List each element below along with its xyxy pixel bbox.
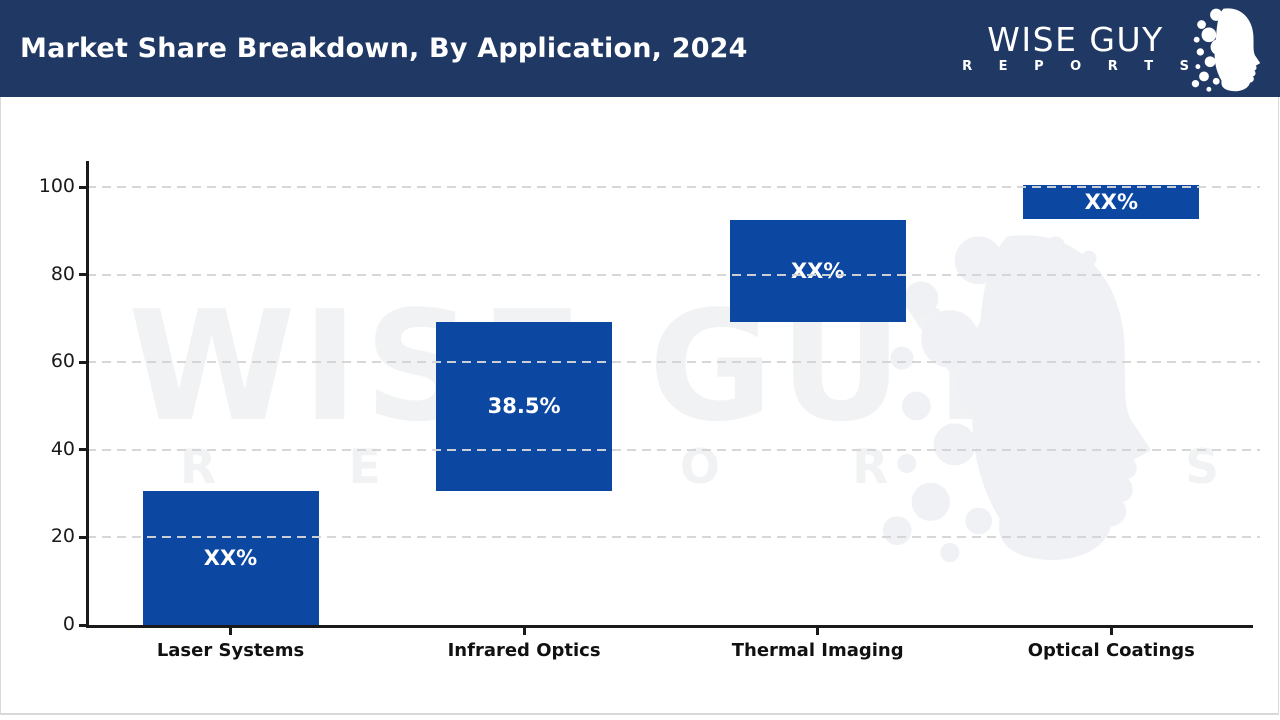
y-axis-tick-label: 20 [50, 525, 75, 548]
y-axis-line [86, 160, 89, 627]
gridline [87, 273, 1260, 276]
bar-optical-coatings: XX% [1023, 184, 1200, 220]
wise-guy-reports-logo: WISE GUY R E P O R T S [951, 5, 1268, 93]
y-axis-tick [79, 448, 87, 452]
header-bar: Market Share Breakdown, By Application, … [0, 0, 1280, 97]
x-axis-category-label: Infrared Optics [447, 640, 601, 661]
y-axis-tick [79, 535, 87, 539]
chart-area-frame [0, 97, 1279, 715]
bar-value-label: XX% [203, 545, 258, 570]
gridline [87, 448, 1260, 451]
x-axis-tick [816, 627, 820, 635]
bar-value-label: XX% [790, 258, 845, 283]
bar-laser-systems: XX% [142, 490, 319, 625]
logo-subtitle: R E P O R T S [962, 59, 1200, 75]
y-axis-tick-label: 40 [50, 437, 75, 460]
bar-infrared-optics: 38.5% [436, 321, 613, 491]
x-axis-tick [1109, 627, 1113, 635]
gridline [87, 536, 1260, 539]
x-axis-tick [229, 627, 232, 635]
bar-thermal-imaging: XX% [729, 219, 906, 322]
y-axis-tick-label: 100 [38, 175, 75, 197]
logo-wordmark: WISE GUY [987, 19, 1164, 59]
y-axis-tick-label: 80 [50, 262, 75, 285]
watermark-face-graphic [882, 235, 1152, 563]
y-axis-tick-label: 0 [62, 613, 75, 635]
y-axis-tick [79, 360, 87, 364]
y-axis-tick-label: 60 [50, 350, 75, 373]
chart-title: Market Share Breakdown, By Application, … [20, 33, 748, 64]
bar-value-label: XX% [1084, 190, 1139, 215]
logo-face-icon [1191, 7, 1261, 92]
bar-value-label: 38.5% [487, 394, 561, 419]
x-axis-line [86, 625, 1253, 628]
x-axis-tick [522, 627, 526, 635]
y-axis-tick [79, 185, 87, 189]
y-axis-tick [79, 623, 87, 627]
x-axis-category-label: Optical Coatings [1027, 640, 1195, 661]
x-axis-category-label: Thermal Imaging [731, 640, 904, 661]
gridline [87, 361, 1260, 364]
logo-text: WISE GUY R E P O R T S [951, 19, 1200, 75]
gridline [87, 186, 1260, 188]
x-axis-category-label: Laser Systems [156, 640, 305, 661]
y-axis-tick [79, 273, 87, 277]
